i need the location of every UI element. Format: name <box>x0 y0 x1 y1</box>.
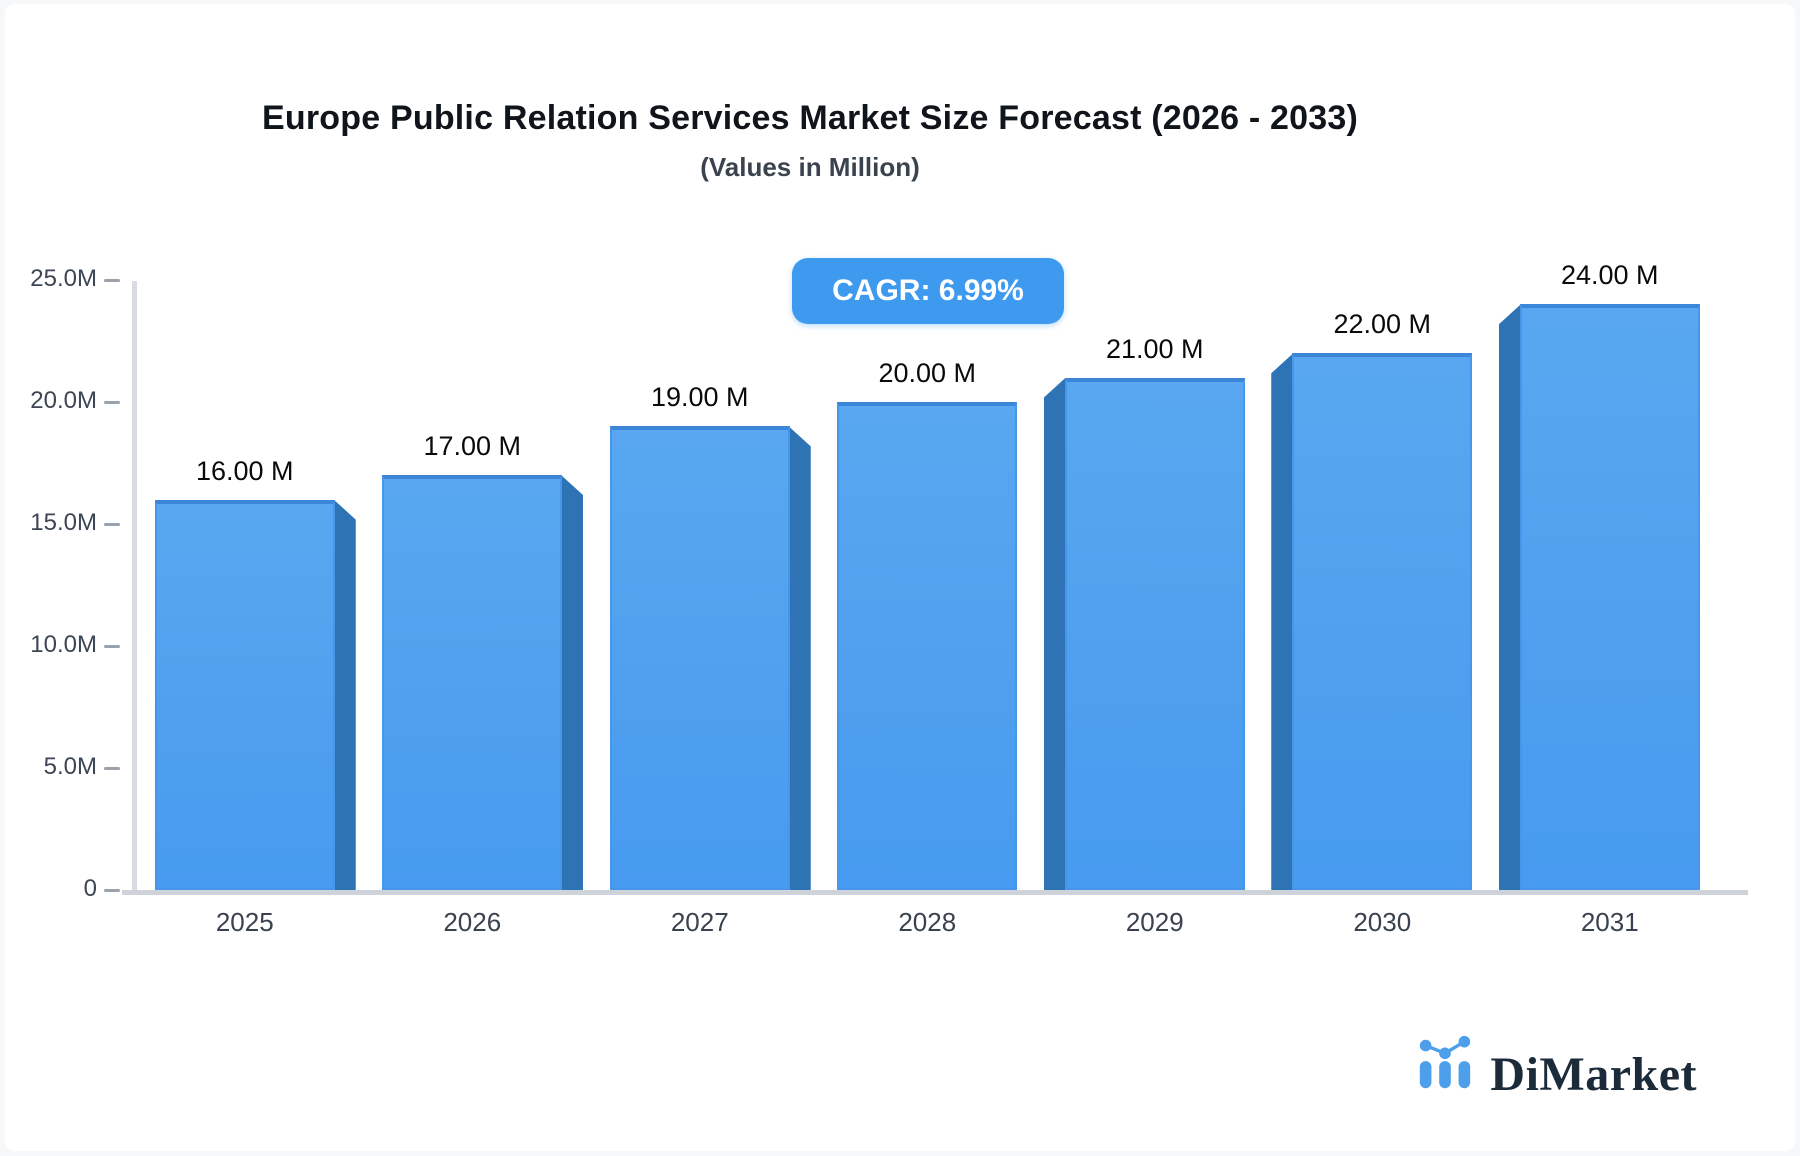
bar-side-face-2026 <box>561 475 584 890</box>
x-axis-label: 2031 <box>1580 907 1639 937</box>
brand-logo: DiMarket <box>1414 1032 1697 1099</box>
x-axis-label: 2029 <box>1125 907 1184 937</box>
x-axis-label: 2027 <box>670 907 729 937</box>
chart-card: Europe Public Relation Services Market S… <box>5 4 1795 1151</box>
bar-value-label: 21.00 M <box>1105 333 1204 364</box>
bar-value-label: 16.00 M <box>195 455 294 486</box>
bar-2027 <box>609 426 790 890</box>
chart-subtitle: (Values in Million) <box>700 152 920 182</box>
bar-2025 <box>154 499 335 890</box>
bar-side-face-2029 <box>1043 377 1066 890</box>
y-axis-tick-mark <box>104 400 120 404</box>
y-axis-tick-label: 15.0M <box>30 509 97 536</box>
y-axis-tick-label: 25.0M <box>30 265 97 292</box>
y-axis-tick-mark <box>104 644 120 648</box>
bar-2029 <box>1064 377 1245 890</box>
x-axis-label: 2030 <box>1353 907 1412 937</box>
y-axis-tick-mark <box>104 766 120 770</box>
bar-side-face-2030 <box>1271 353 1294 890</box>
y-axis-tick-mark <box>104 522 120 526</box>
bar-value-label: 22.00 M <box>1333 309 1432 340</box>
bar-side-face-2031 <box>1498 304 1521 890</box>
y-axis-tick-label: 20.0M <box>30 387 97 414</box>
y-axis-tick-mark <box>104 888 120 892</box>
bar-side-face-2027 <box>788 426 811 890</box>
bar-chart-logo-icon <box>1414 1032 1476 1099</box>
y-axis-tick-label: 5.0M <box>43 753 97 780</box>
y-axis-tick-mark <box>104 278 120 282</box>
cagr-badge: CAGR: 6.99% <box>792 258 1064 324</box>
y-axis-tick-label: 0 <box>83 875 97 902</box>
bar-value-label: 24.00 M <box>1560 260 1659 291</box>
bar-side-face-2025 <box>333 499 356 890</box>
x-axis-baseline <box>122 890 1748 895</box>
bar-value-label: 19.00 M <box>650 382 749 413</box>
brand-logo-text: DiMarket <box>1490 1048 1697 1101</box>
bar-2030 <box>1292 353 1473 890</box>
bar-value-label: 17.00 M <box>423 431 522 462</box>
x-axis-label: 2028 <box>898 907 957 937</box>
bar-value-label: 20.00 M <box>878 358 977 388</box>
x-axis-label: 2026 <box>443 907 502 937</box>
y-axis-tick-label: 10.0M <box>30 631 97 658</box>
bar-2026 <box>382 475 563 890</box>
chart-title: Europe Public Relation Services Market S… <box>262 99 1358 137</box>
x-axis-label: 2025 <box>215 907 274 937</box>
bar-2028 <box>837 402 1018 890</box>
y-axis-line <box>132 281 137 890</box>
bar-2031 <box>1519 304 1700 890</box>
